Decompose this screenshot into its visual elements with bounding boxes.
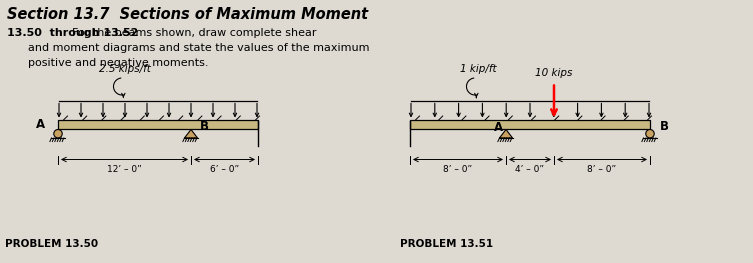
Text: positive and negative moments.: positive and negative moments. [7, 58, 209, 68]
Text: For the beams shown, draw complete shear: For the beams shown, draw complete shear [65, 28, 316, 38]
Text: 6’ – 0”: 6’ – 0” [210, 164, 239, 174]
Text: A: A [494, 121, 503, 134]
Text: Section 13.7  Sections of Maximum Moment: Section 13.7 Sections of Maximum Moment [7, 7, 368, 22]
Text: 12’ – 0”: 12’ – 0” [107, 164, 142, 174]
Polygon shape [184, 129, 197, 138]
Text: A: A [36, 119, 45, 132]
Polygon shape [499, 129, 513, 138]
Text: 1 kip/ft: 1 kip/ft [459, 64, 496, 74]
Circle shape [646, 129, 654, 138]
Text: 13.50  through 13.52: 13.50 through 13.52 [7, 28, 139, 38]
Text: and moment diagrams and state the values of the maximum: and moment diagrams and state the values… [7, 43, 370, 53]
Text: B: B [660, 119, 669, 133]
FancyBboxPatch shape [410, 120, 650, 129]
FancyBboxPatch shape [58, 120, 258, 129]
Text: 2.5 kips/ft: 2.5 kips/ft [99, 64, 151, 74]
Text: 4’ – 0”: 4’ – 0” [516, 164, 544, 174]
Text: PROBLEM 13.50: PROBLEM 13.50 [5, 239, 98, 249]
Circle shape [53, 129, 62, 138]
Text: 10 kips: 10 kips [535, 68, 573, 78]
Text: 8’ – 0”: 8’ – 0” [444, 164, 473, 174]
Text: PROBLEM 13.51: PROBLEM 13.51 [400, 239, 493, 249]
Text: B: B [200, 119, 209, 133]
Text: 8’ – 0”: 8’ – 0” [587, 164, 617, 174]
